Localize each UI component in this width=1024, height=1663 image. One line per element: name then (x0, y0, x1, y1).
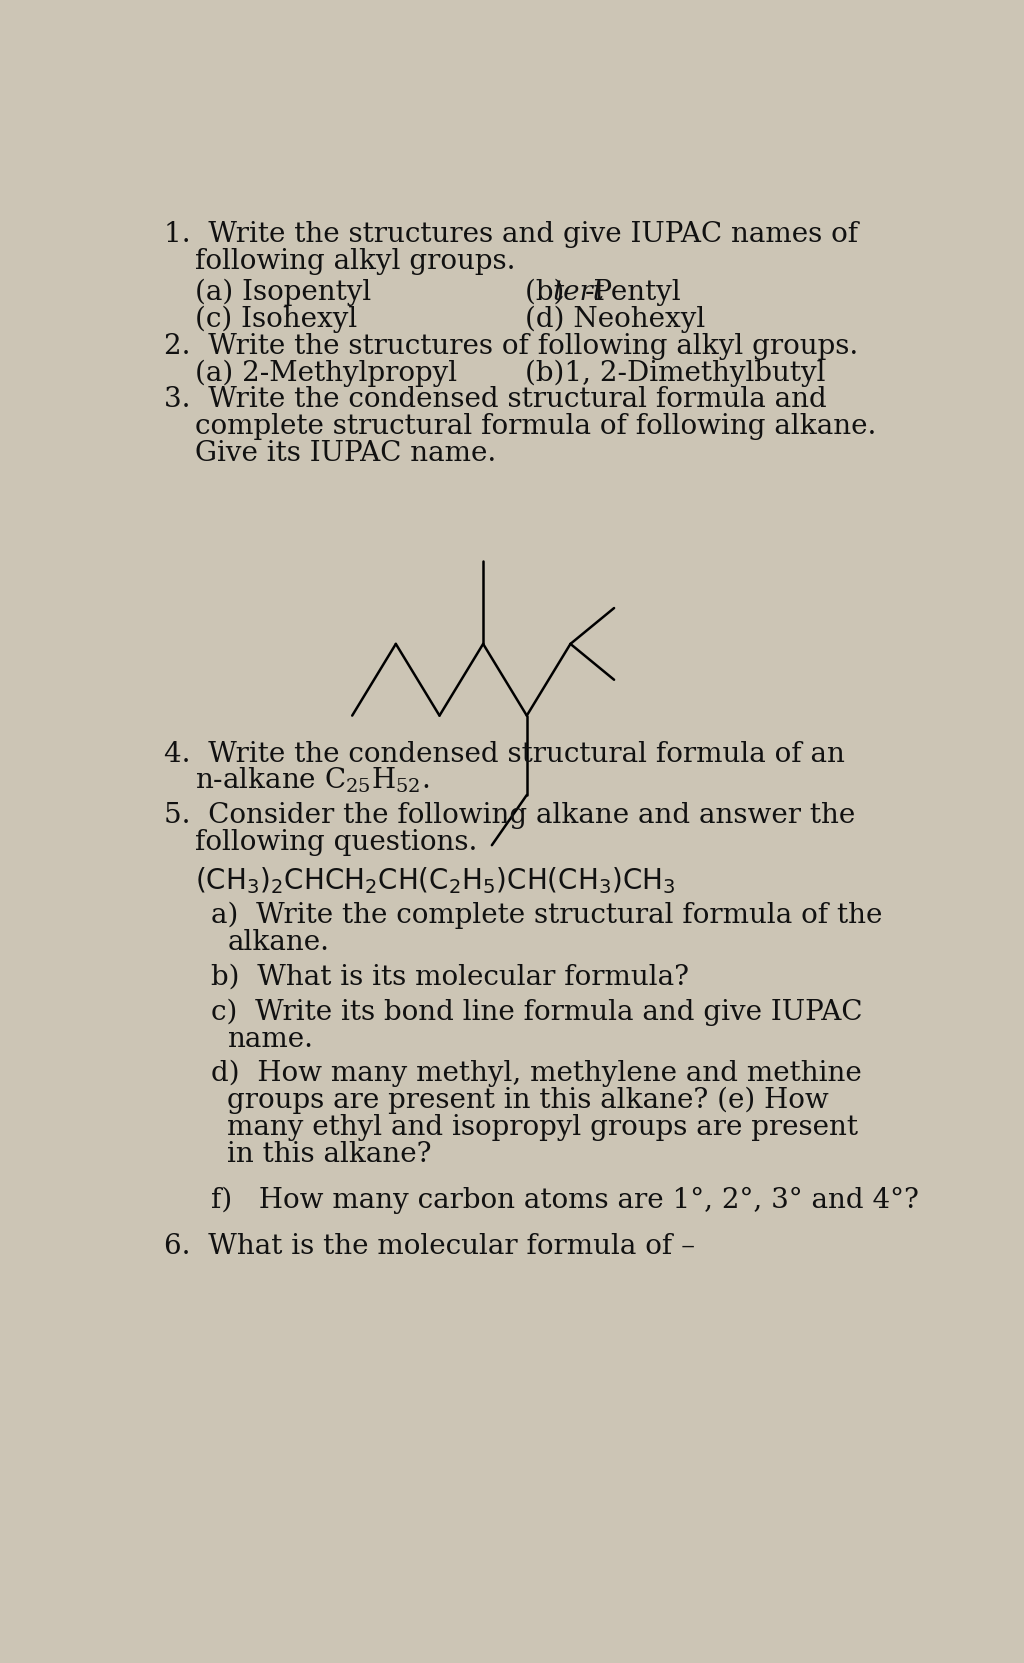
Text: (a) 2-Methylpropyl: (a) 2-Methylpropyl (196, 359, 458, 386)
Text: -Pentyl: -Pentyl (585, 279, 681, 306)
Text: 5.  Consider the following alkane and answer the: 5. Consider the following alkane and ans… (164, 802, 855, 830)
Text: tert: tert (553, 279, 604, 306)
Text: c)  Write its bond line formula and give IUPAC: c) Write its bond line formula and give … (211, 998, 863, 1026)
Text: 2.  Write the structures of following alkyl groups.: 2. Write the structures of following alk… (164, 333, 858, 359)
Text: complete structural formula of following alkane.: complete structural formula of following… (196, 414, 877, 441)
Text: d)  How many methyl, methylene and methine: d) How many methyl, methylene and methin… (211, 1059, 862, 1088)
Text: following alkyl groups.: following alkyl groups. (196, 248, 516, 274)
Text: groups are present in this alkane? (e) How: groups are present in this alkane? (e) H… (227, 1088, 829, 1114)
Text: 6.  What is the molecular formula of –: 6. What is the molecular formula of – (164, 1234, 695, 1261)
Text: f)   How many carbon atoms are 1°, 2°, 3° and 4°?: f) How many carbon atoms are 1°, 2°, 3° … (211, 1187, 920, 1214)
Text: name.: name. (227, 1026, 313, 1053)
Text: 4.  Write the condensed structural formula of an: 4. Write the condensed structural formul… (164, 740, 845, 768)
Text: 1.  Write the structures and give IUPAC names of: 1. Write the structures and give IUPAC n… (164, 221, 858, 248)
Text: (a) Isopentyl: (a) Isopentyl (196, 278, 372, 306)
Text: 3.  Write the condensed structural formula and: 3. Write the condensed structural formul… (164, 386, 826, 414)
Text: many ethyl and isopropyl groups are present: many ethyl and isopropyl groups are pres… (227, 1114, 858, 1141)
Text: Give its IUPAC name.: Give its IUPAC name. (196, 441, 497, 467)
Text: alkane.: alkane. (227, 930, 329, 956)
Text: following questions.: following questions. (196, 830, 478, 856)
Text: a)  Write the complete structural formula of the: a) Write the complete structural formula… (211, 901, 883, 930)
Text: in this alkane?: in this alkane? (227, 1141, 432, 1167)
Text: (b): (b) (524, 279, 573, 306)
Text: n-alkane $\mathregular{C_{25}H_{52}}$.: n-alkane $\mathregular{C_{25}H_{52}}$. (196, 765, 430, 795)
Text: (c) Isohexyl: (c) Isohexyl (196, 306, 357, 333)
Text: $\mathregular{(CH_3)_2CHCH_2CH(C_2H_5)CH(CH_3)CH_3}$: $\mathregular{(CH_3)_2CHCH_2CH(C_2H_5)CH… (196, 865, 676, 895)
Text: (b)1, 2-Dimethylbutyl: (b)1, 2-Dimethylbutyl (524, 359, 825, 386)
Text: (d) Neohexyl: (d) Neohexyl (524, 306, 706, 333)
Text: b)  What is its molecular formula?: b) What is its molecular formula? (211, 965, 689, 991)
